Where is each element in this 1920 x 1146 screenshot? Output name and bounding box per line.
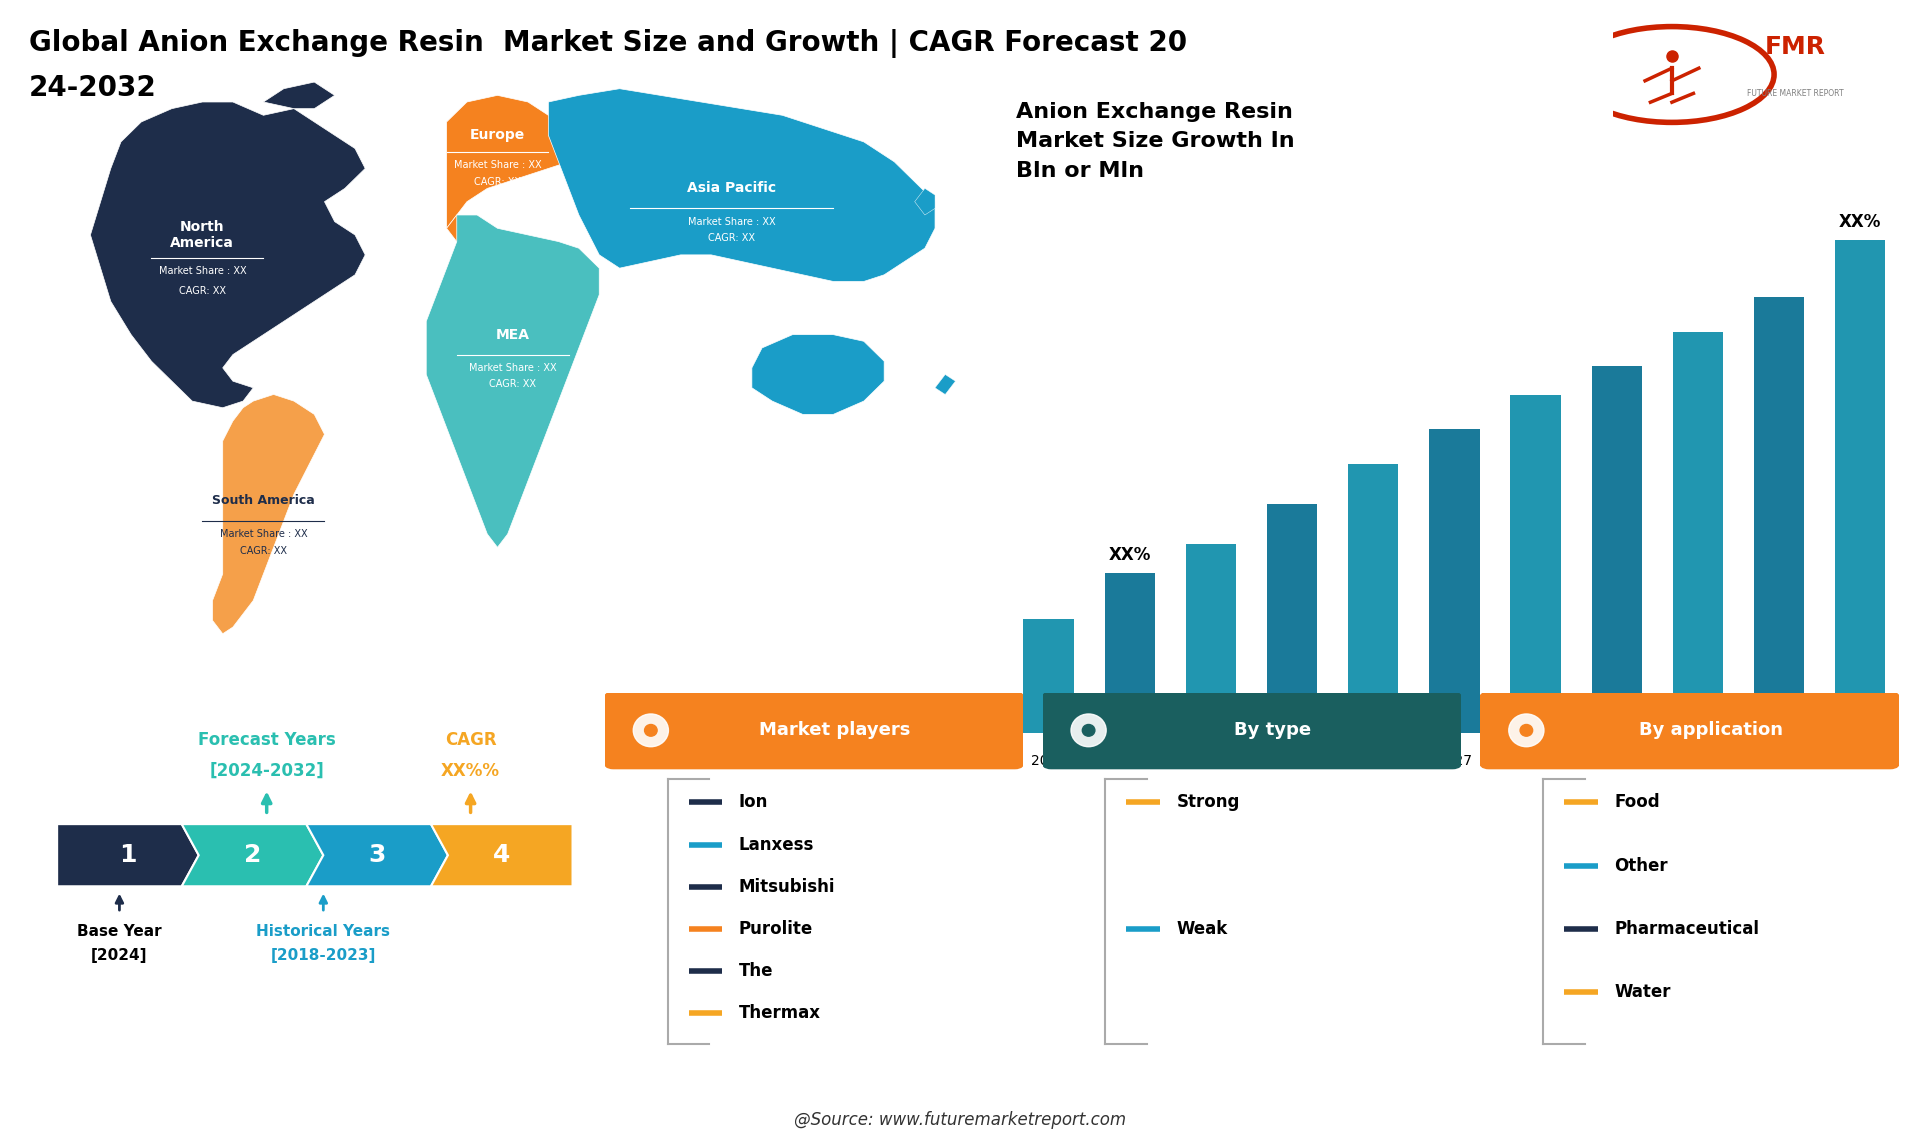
Text: Mitsubishi: Mitsubishi	[739, 878, 835, 896]
Bar	[1187, 544, 1236, 733]
Text: Food: Food	[1615, 793, 1661, 811]
Text: Water: Water	[1615, 983, 1670, 1002]
Circle shape	[1521, 724, 1532, 736]
Text: Market players: Market players	[758, 721, 910, 739]
Text: 2031: 2031	[1761, 754, 1797, 768]
Text: XX%: XX%	[1839, 213, 1882, 231]
Text: MEA: MEA	[495, 328, 530, 342]
Polygon shape	[307, 824, 447, 886]
Text: 4: 4	[493, 843, 511, 868]
Text: Market Share : XX: Market Share : XX	[159, 267, 246, 276]
Text: 2030: 2030	[1680, 754, 1715, 768]
FancyBboxPatch shape	[1041, 691, 1463, 769]
Text: Anion Exchange Resin
Market Size Growth In
Bln or Mln: Anion Exchange Resin Market Size Growth …	[1016, 102, 1294, 181]
Text: Market Share : XX: Market Share : XX	[687, 217, 776, 227]
Bar	[1348, 464, 1398, 733]
Text: 2032: 2032	[1843, 754, 1878, 768]
Circle shape	[1509, 714, 1544, 747]
Bar	[1023, 619, 1073, 733]
Bar	[1592, 366, 1642, 733]
Text: 2024: 2024	[1194, 754, 1229, 768]
Text: 3: 3	[369, 843, 386, 868]
Bar	[1267, 504, 1317, 733]
Polygon shape	[182, 824, 323, 886]
FancyBboxPatch shape	[1478, 691, 1901, 769]
Text: Market Share : XX: Market Share : XX	[219, 529, 307, 539]
Text: CAGR: CAGR	[445, 731, 497, 748]
FancyBboxPatch shape	[603, 691, 1025, 769]
Text: By type: By type	[1235, 721, 1311, 739]
Text: Weak: Weak	[1177, 920, 1227, 939]
Text: Purolite: Purolite	[739, 920, 812, 939]
Polygon shape	[263, 83, 334, 109]
Text: Base Year: Base Year	[77, 924, 161, 939]
Circle shape	[645, 724, 657, 736]
Polygon shape	[430, 824, 572, 886]
Text: [2024]: [2024]	[90, 949, 148, 964]
Circle shape	[634, 714, 668, 747]
Text: Thermax: Thermax	[739, 1005, 820, 1022]
Text: By application: By application	[1638, 721, 1782, 739]
Bar	[1511, 394, 1561, 733]
Text: CAGR: XX: CAGR: XX	[474, 176, 520, 187]
Text: Europe: Europe	[470, 128, 524, 142]
Bar	[1753, 297, 1805, 733]
Text: [2024-2032]: [2024-2032]	[209, 762, 324, 780]
Text: 2023: 2023	[1112, 754, 1148, 768]
Text: 2025: 2025	[1275, 754, 1309, 768]
Text: CAGR: XX: CAGR: XX	[708, 234, 755, 243]
Text: North
America: North America	[171, 220, 234, 250]
Text: CAGR: XX: CAGR: XX	[179, 286, 227, 297]
Polygon shape	[549, 88, 935, 282]
Text: 24-2032: 24-2032	[29, 74, 157, 102]
Text: [2018-2023]: [2018-2023]	[271, 949, 376, 964]
Text: 2026: 2026	[1356, 754, 1390, 768]
Text: Market Share : XX: Market Share : XX	[468, 363, 557, 372]
Text: Asia Pacific: Asia Pacific	[687, 181, 776, 196]
Text: CAGR: XX: CAGR: XX	[490, 379, 536, 390]
Text: 2029: 2029	[1599, 754, 1634, 768]
Text: 2028: 2028	[1519, 754, 1553, 768]
Polygon shape	[914, 188, 935, 215]
Bar	[1428, 430, 1480, 733]
Text: Other: Other	[1615, 857, 1668, 874]
Text: FMR: FMR	[1764, 34, 1826, 58]
Text: The: The	[739, 963, 774, 980]
Text: Lanxess: Lanxess	[739, 835, 814, 854]
Text: 2022: 2022	[1031, 754, 1066, 768]
Text: 2: 2	[244, 843, 261, 868]
Polygon shape	[935, 375, 956, 394]
Text: @Source: www.futuremarketreport.com: @Source: www.futuremarketreport.com	[795, 1110, 1125, 1129]
Text: XX%: XX%	[1108, 547, 1150, 564]
Text: Ion: Ion	[739, 793, 768, 811]
Text: Pharmaceutical: Pharmaceutical	[1615, 920, 1759, 939]
Text: Historical Years: Historical Years	[257, 924, 390, 939]
Text: Market Share : XX: Market Share : XX	[453, 160, 541, 170]
Text: CAGR: XX: CAGR: XX	[240, 545, 286, 556]
Polygon shape	[90, 102, 365, 408]
Bar	[1836, 240, 1885, 733]
Polygon shape	[426, 215, 599, 548]
Polygon shape	[58, 824, 200, 886]
Text: 2027: 2027	[1436, 754, 1473, 768]
Text: Strong: Strong	[1177, 793, 1240, 811]
Text: Global Anion Exchange Resin  Market Size and Growth | CAGR Forecast 20: Global Anion Exchange Resin Market Size …	[29, 29, 1187, 57]
Polygon shape	[213, 394, 324, 634]
Text: Forecast Years: Forecast Years	[198, 731, 336, 748]
Text: FUTURE MARKET REPORT: FUTURE MARKET REPORT	[1747, 89, 1843, 97]
Text: South America: South America	[211, 494, 315, 508]
Polygon shape	[753, 335, 885, 415]
Bar	[1104, 573, 1156, 733]
Circle shape	[1071, 714, 1106, 747]
Circle shape	[1083, 724, 1094, 736]
Bar	[1672, 331, 1722, 733]
Polygon shape	[447, 95, 580, 228]
Text: XX%%: XX%%	[442, 762, 499, 780]
Text: 1: 1	[119, 843, 136, 868]
Polygon shape	[447, 215, 488, 249]
